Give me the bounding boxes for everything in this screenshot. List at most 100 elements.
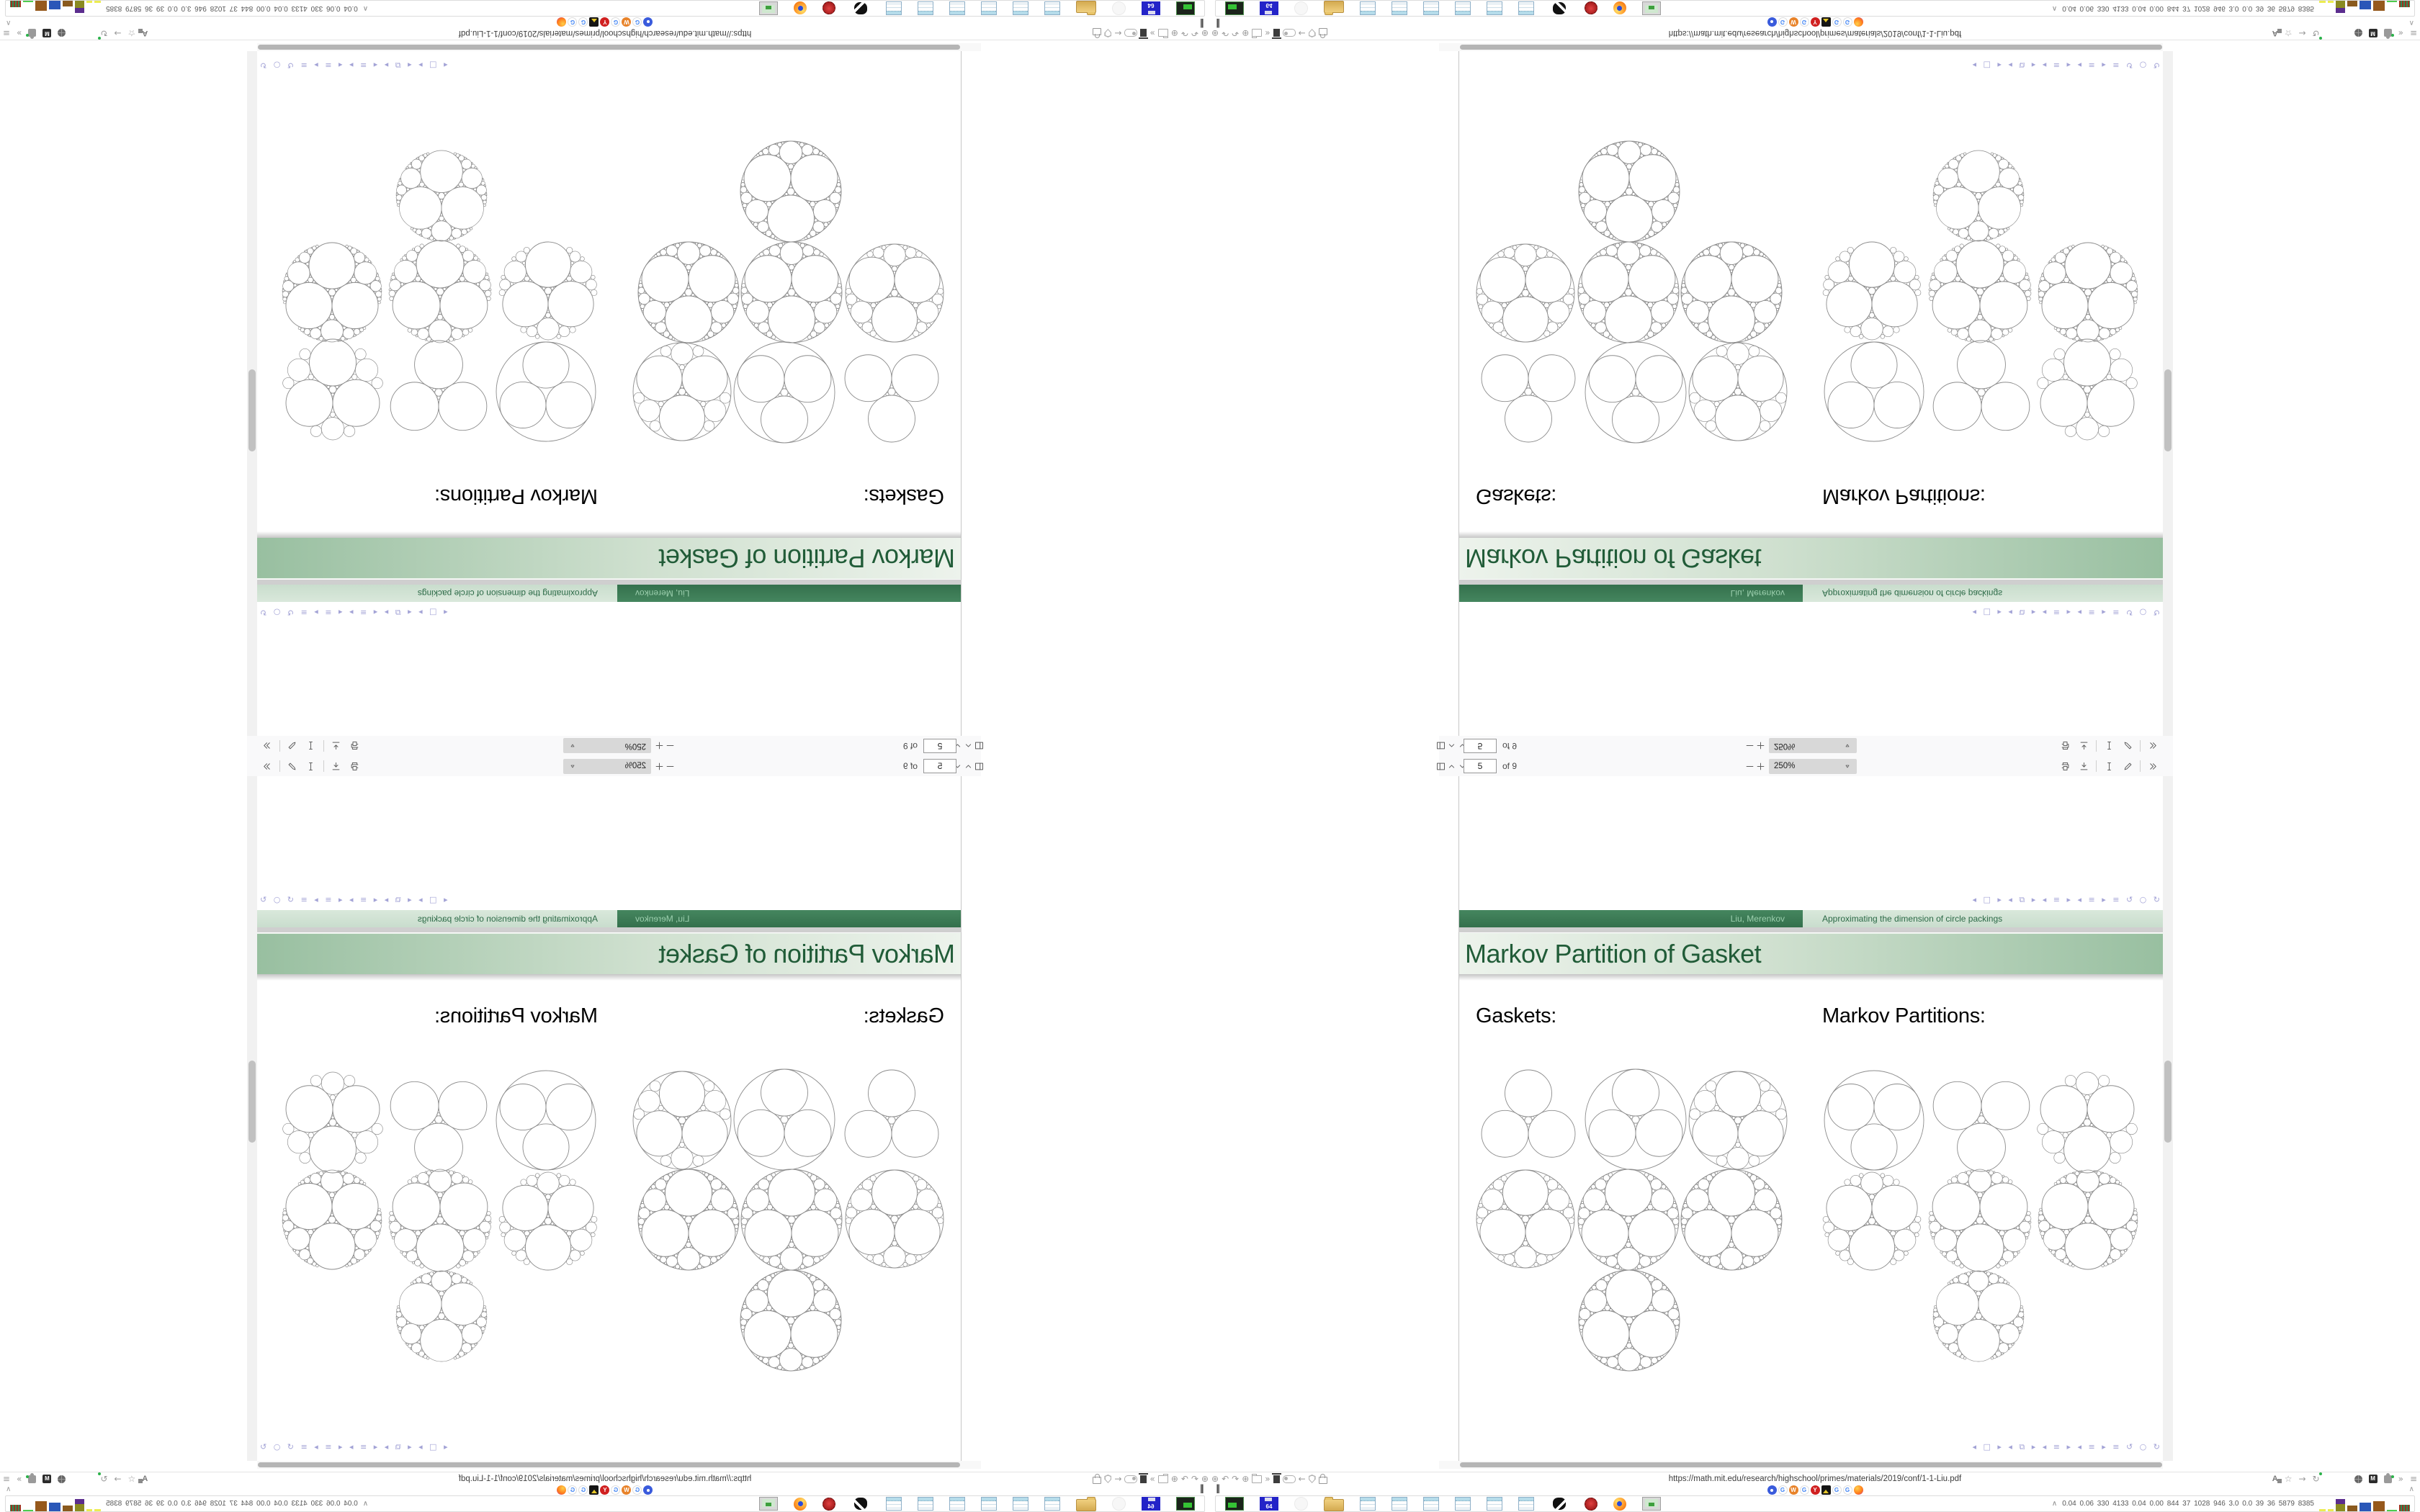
folder-icon[interactable] — [1157, 1475, 1168, 1483]
translate-icon[interactable]: A — [142, 29, 148, 37]
translate-icon[interactable]: A — [142, 1475, 148, 1483]
reload-icon[interactable]: ↻ — [100, 1474, 108, 1484]
text-select-button[interactable] — [2102, 759, 2115, 773]
zoom-out-button[interactable] — [1744, 759, 1755, 773]
back-arrow-icon[interactable]: ← — [1298, 1474, 1306, 1484]
globe-dark-icon[interactable] — [58, 29, 66, 37]
launcher-notepad-icon[interactable] — [1392, 1497, 1407, 1511]
m-badge-icon[interactable]: M — [42, 29, 52, 37]
download-button[interactable] — [330, 739, 343, 753]
horizontal-scrollbar-thumb[interactable] — [1460, 45, 2162, 50]
launcher-cat-black-icon[interactable] — [851, 1, 870, 15]
globe-icon[interactable]: ⊕ — [1170, 1474, 1178, 1484]
chevron-up-button[interactable] — [1446, 759, 1457, 773]
undo-icon[interactable]: ↶ — [1222, 1474, 1229, 1484]
trash-icon[interactable] — [1273, 29, 1280, 37]
launcher-notepad-icon[interactable] — [1360, 1497, 1376, 1511]
redo-icon[interactable]: ↷ — [1232, 1474, 1240, 1484]
vertical-scrollbar-thumb[interactable] — [2164, 369, 2172, 451]
tab-favicon-black-image[interactable] — [589, 1485, 599, 1495]
launcher-notepad-icon[interactable] — [1455, 1, 1471, 15]
chevron-up-icon[interactable]: ∧ — [362, 1500, 369, 1508]
horizontal-scrollbar[interactable] — [1439, 43, 2163, 51]
chevron-up-icon[interactable]: ∧ — [362, 4, 369, 12]
vertical-scrollbar-thumb[interactable] — [2164, 1061, 2172, 1143]
draw-button[interactable] — [2121, 759, 2134, 773]
launcher-notepad-icon[interactable] — [1455, 1497, 1471, 1511]
reload-icon[interactable]: ↻ — [2312, 1472, 2322, 1484]
launcher-notepad-icon[interactable] — [949, 1497, 965, 1511]
undo-icon[interactable]: ↶ — [1191, 1474, 1198, 1484]
sidebar-toggle-button[interactable] — [1435, 759, 1446, 773]
launcher-red-badge-icon[interactable] — [823, 1497, 835, 1511]
tab-favicon-orange-ball[interactable] — [1853, 1485, 1863, 1495]
draw-button[interactable] — [286, 759, 299, 773]
tab-favicon-orange-w[interactable]: W — [622, 1485, 632, 1495]
page-number-input[interactable] — [1464, 739, 1497, 753]
star-icon[interactable]: ☆ — [127, 28, 136, 38]
sidebar-toggle-button[interactable] — [974, 739, 985, 753]
launcher-terminal-icon[interactable] — [1225, 1497, 1244, 1511]
zoom-out-button[interactable] — [1744, 739, 1755, 753]
m-badge-icon[interactable]: M — [42, 1475, 52, 1483]
chevron-up-icon[interactable]: ∧ — [6, 1485, 12, 1493]
launcher-notepad-icon[interactable] — [886, 1, 902, 15]
folder-icon[interactable] — [1252, 29, 1263, 37]
horizontal-scrollbar[interactable] — [257, 1461, 981, 1469]
launcher-disc-dim-icon[interactable] — [1294, 1, 1308, 15]
chevron-up-icon[interactable]: ∧ — [2408, 1485, 2414, 1493]
download-button[interactable] — [2077, 759, 2090, 773]
launcher-red-badge-icon[interactable] — [823, 1, 835, 15]
lock-icon[interactable] — [1093, 1477, 1102, 1484]
text-select-button[interactable] — [2102, 739, 2115, 753]
chevron-double-right-icon[interactable]: » — [1265, 1474, 1270, 1484]
star-icon[interactable]: ☆ — [127, 1474, 136, 1484]
lock-icon[interactable] — [1093, 28, 1102, 35]
globe-dark-icon[interactable] — [58, 1475, 66, 1483]
tab-favicon-orange-w[interactable]: W — [622, 17, 632, 27]
text-select-button[interactable] — [305, 739, 318, 753]
tab-favicon-orange-w[interactable]: W — [1788, 1485, 1798, 1495]
text-select-button[interactable] — [305, 759, 318, 773]
launcher-firefox-icon[interactable] — [794, 1497, 807, 1511]
globe-icon[interactable]: ⊕ — [1211, 1474, 1219, 1484]
pdf-viewer-canvas[interactable]: ◂ □ ▸ ◂ ⧉ ▸ ◂ ≡ ▸ ◂ ≡ ▸ ≡ ↺ ○ ↻ Liu, Mer… — [1439, 43, 2173, 736]
print-button[interactable] — [2058, 759, 2071, 773]
launcher-notepad-icon[interactable] — [918, 1497, 933, 1511]
launcher-monitor-green-icon[interactable] — [759, 1497, 778, 1511]
launcher-notepad-icon[interactable] — [1423, 1497, 1439, 1511]
puzzle-icon[interactable] — [2383, 1472, 2394, 1483]
launcher-notepad-icon[interactable] — [1360, 1, 1376, 15]
launcher-folder-yellow-icon[interactable] — [1076, 1, 1096, 14]
puzzle-icon[interactable] — [2383, 29, 2392, 37]
shield-icon[interactable] — [1104, 29, 1111, 37]
launcher-folder-yellow-icon[interactable] — [1324, 1496, 1344, 1511]
lock-icon[interactable] — [1318, 1474, 1327, 1484]
tab-favicon-red-y[interactable]: Y — [1810, 1485, 1820, 1495]
zoom-select[interactable]: 250% — [563, 738, 651, 754]
page-number-input[interactable] — [923, 739, 956, 753]
translate-icon[interactable]: A — [2272, 29, 2278, 37]
tab-favicon-orange-ball[interactable] — [557, 17, 567, 27]
chevron-up-button[interactable] — [964, 759, 974, 773]
print-button[interactable] — [349, 739, 362, 753]
zoom-out-button[interactable] — [665, 759, 676, 773]
tab-favicon-google-g[interactable]: G — [1778, 1485, 1788, 1495]
tab-favicon-pin-blue[interactable] — [1767, 1485, 1777, 1495]
tab-favicon-google-g[interactable]: G — [1799, 17, 1809, 27]
launcher-disc-dim-icon[interactable] — [1112, 1497, 1126, 1511]
double-chevron-right-button[interactable] — [2146, 759, 2159, 773]
tab-favicon-google-g[interactable]: G — [632, 1485, 642, 1495]
tab-favicon-google-g[interactable]: G — [578, 17, 588, 27]
chevron-up-icon[interactable]: ∧ — [2051, 1500, 2058, 1508]
launcher-monitor-green-icon[interactable] — [1642, 1497, 1661, 1511]
launcher-firefox-icon[interactable] — [794, 1, 807, 15]
globe-dark-icon[interactable] — [2354, 29, 2362, 37]
launcher-notepad-icon[interactable] — [1487, 1497, 1502, 1511]
launcher-monitor-green-icon[interactable] — [759, 1, 778, 15]
horizontal-scrollbar-thumb[interactable] — [258, 45, 960, 50]
redo-icon[interactable]: ↷ — [1180, 28, 1188, 38]
redo-icon[interactable]: ↷ — [1232, 28, 1240, 38]
tab-favicon-google-g[interactable]: G — [568, 1485, 578, 1495]
launcher-notepad-icon[interactable] — [1518, 1497, 1534, 1511]
